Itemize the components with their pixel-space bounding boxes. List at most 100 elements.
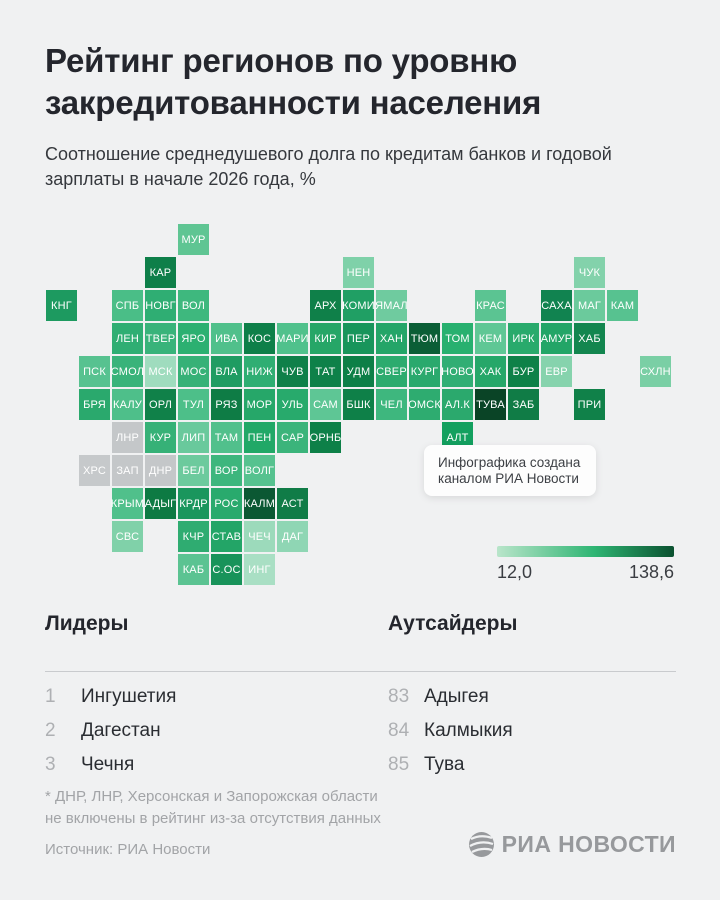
region-tile-label: НОВГ (145, 299, 176, 312)
region-tile-label: ИРК (512, 332, 535, 345)
region-tile: ИРК (508, 323, 539, 354)
region-tile-label: ТАМ (214, 431, 239, 444)
section-divider (45, 671, 676, 672)
region-name: Ингушетия (81, 686, 177, 707)
region-tile-label: ТЮМ (410, 332, 439, 345)
region-tile: САР (277, 422, 308, 453)
region-tile: ОРНБ (310, 422, 341, 453)
region-tile-label: КУР (149, 431, 172, 444)
region-tile-label: КОМИ (342, 299, 375, 312)
region-tile: МОС (178, 356, 209, 387)
outsiders-column: Аутсайдеры 83 Адыгея 84 Калмыкия 85 Тува (388, 612, 676, 782)
region-tile: ТУВА (475, 389, 506, 420)
list-item: 84 Калмыкия (388, 714, 676, 748)
region-tile: ЛНР (112, 422, 143, 453)
list-item: 83 Адыгея (388, 680, 676, 714)
region-tile-label: УЛЬ (281, 398, 304, 411)
region-tile: ТАМ (211, 422, 242, 453)
region-tile: ЧУВ (277, 356, 308, 387)
region-tile: ЛЕН (112, 323, 143, 354)
region-tile-label: ОМСК (408, 398, 441, 411)
region-tile: ТАТ (310, 356, 341, 387)
region-tile: СТАВ (211, 521, 242, 552)
region-tile-label: ЧУК (578, 266, 601, 279)
region-tile-label: КРДР (179, 497, 208, 510)
region-tile-label: РОС (214, 497, 239, 510)
region-tile: КРДР (178, 488, 209, 519)
ria-novosti-logo: РИА НОВОСТИ (468, 831, 676, 858)
region-tile: САХА (541, 290, 572, 321)
region-tile-label: УДМ (346, 365, 371, 378)
region-tile: ВЛА (211, 356, 242, 387)
region-tile: КАЛМ (244, 488, 275, 519)
region-tile-label: ЛНР (115, 431, 140, 444)
rank-number: 2 (45, 720, 56, 741)
region-tile: МОР (244, 389, 275, 420)
region-tile: КАЛУ (112, 389, 143, 420)
region-tile: БУР (508, 356, 539, 387)
footnote-line2: не включены в рейтинг из-за отсутствия д… (45, 810, 381, 827)
region-tile: НОВГ (145, 290, 176, 321)
region-tile-label: КАЛУ (113, 398, 142, 411)
region-tile: ТЮМ (409, 323, 440, 354)
region-tile-label: ВЛА (215, 365, 238, 378)
region-tile-label: ТВЕР (145, 332, 176, 345)
page-title: Рейтинг регионов по уровню закредитованн… (45, 42, 542, 121)
region-tile-label: ПСК (83, 365, 106, 378)
region-tile-label: ЧУВ (281, 365, 304, 378)
region-tile-label: ВОР (214, 464, 239, 477)
region-tile: СМОЛ (110, 356, 145, 387)
region-tile-label: МСК (148, 365, 173, 378)
region-tile-label: СТАВ (211, 530, 242, 543)
region-tile-label: КРЫМ (110, 497, 145, 510)
region-tile: КОС (244, 323, 275, 354)
region-name: Калмыкия (424, 720, 513, 741)
outsiders-title: Аутсайдеры (388, 612, 518, 635)
list-item: 1 Ингушетия (45, 680, 375, 714)
page-subtitle: Соотношение среднедушевого долга по кред… (45, 144, 612, 189)
region-tile: АДЫГ (145, 488, 176, 519)
region-tile-label: ДАГ (281, 530, 304, 543)
region-tile-label: БУР (512, 365, 535, 378)
region-tile: САМ (310, 389, 341, 420)
region-tile-label: С.ОС (212, 563, 241, 576)
region-tile: ВОЛГ (244, 455, 275, 486)
region-tile: ЧУК (574, 257, 605, 288)
region-tile: БШК (343, 389, 374, 420)
region-tile: ЯМАЛ (375, 290, 408, 321)
region-tile-label: ЗАБ (512, 398, 535, 411)
region-tile: СХЛН (640, 356, 671, 387)
region-tile: РОС (211, 488, 242, 519)
region-tile: ТВЕР (145, 323, 176, 354)
region-tile-label: КЧР (182, 530, 205, 543)
region-tile-label: МАРИ (276, 332, 309, 345)
region-tile-label: МАГ (577, 299, 602, 312)
region-tile-label: КИР (314, 332, 337, 345)
region-tile-label: МУР (181, 233, 206, 246)
region-tile: ТОМ (442, 323, 473, 354)
region-tile-label: КРАС (476, 299, 505, 312)
region-tile: НИЖ (244, 356, 275, 387)
region-tile-label: САМ (313, 398, 338, 411)
region-tile: СВС (112, 521, 143, 552)
region-tile: ДАГ (277, 521, 308, 552)
region-tile: ЧЕЛ (376, 389, 407, 420)
region-tile-label: АЛТ (446, 431, 469, 444)
region-tile: С.ОС (211, 554, 242, 585)
region-tile-label: ХРС (82, 464, 107, 477)
region-name: Адыгея (424, 686, 489, 707)
region-tile-label: СВЕР (376, 365, 407, 378)
credit-tooltip: Инфографика создана каналом РИА Новости (424, 445, 596, 496)
rank-number: 85 (388, 754, 410, 775)
region-tile-label: ВОЛ (181, 299, 206, 312)
region-tile: УЛЬ (277, 389, 308, 420)
region-tile-label: ВОЛГ (244, 464, 275, 477)
region-tile-label: ТОМ (445, 332, 470, 345)
region-tile-label: ЛИП (181, 431, 206, 444)
region-tile-label: ПЕР (346, 332, 371, 345)
region-tile-label: СМОЛ (110, 365, 145, 378)
region-tile: КОМИ (342, 290, 375, 321)
list-item: 2 Дагестан (45, 714, 375, 748)
region-tile: КУРГ (409, 356, 440, 387)
